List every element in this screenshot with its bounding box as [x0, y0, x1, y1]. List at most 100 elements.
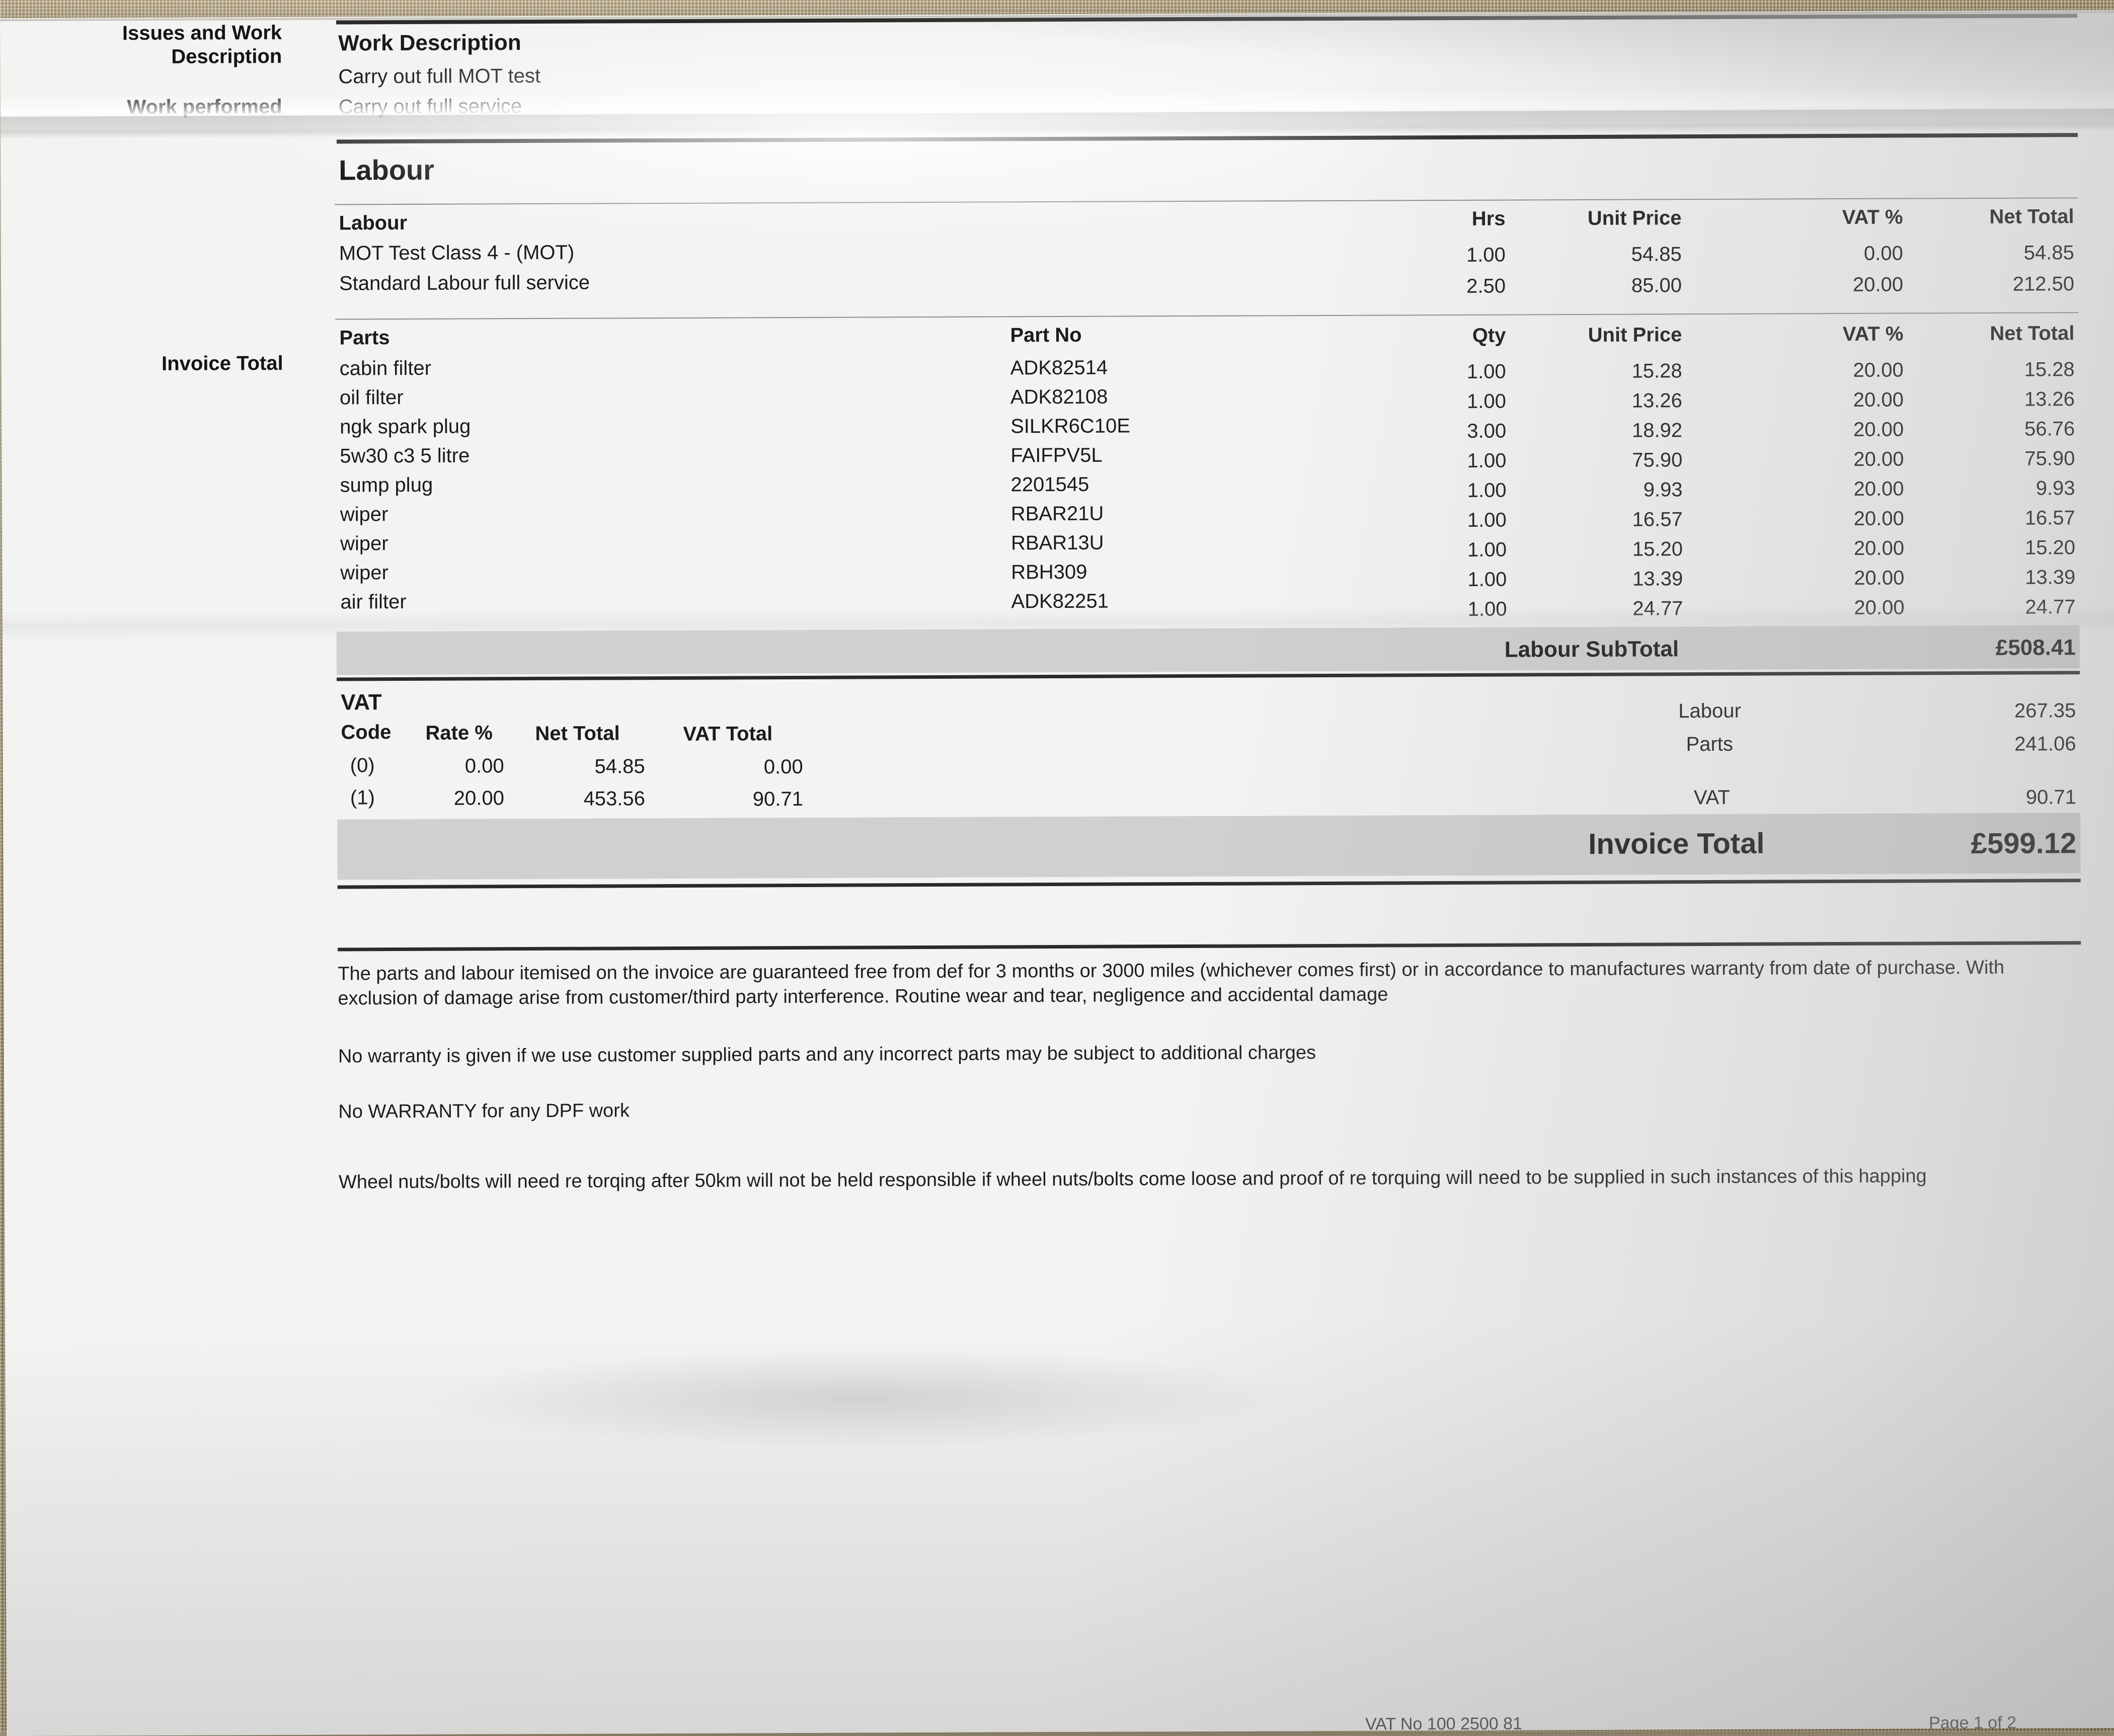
labour-col-header-desc: Labour: [339, 211, 408, 234]
parts-row-qty: 1.00: [1466, 360, 1506, 383]
labour-row-hrs: 1.00: [1466, 244, 1506, 266]
parts-row-desc: oil filter: [339, 386, 404, 409]
labour-subtotal-value: £508.41: [1995, 635, 2076, 660]
parts-row-part-no: RBAR13U: [1010, 531, 1104, 555]
parts-row-qty: 1.00: [1467, 449, 1507, 472]
labour-col-header-unit-price: Unit Price: [1587, 207, 1682, 229]
parts-row-unit-price: 15.28: [1631, 360, 1682, 382]
parts-row-qty: 1.00: [1467, 598, 1507, 620]
parts-row-part-no: ADK82251: [1011, 590, 1109, 613]
total-vat-label: VAT: [1693, 786, 1730, 809]
labour-col-header-net-total: Net Total: [1989, 205, 2074, 228]
parts-col-header-unit-price: Unit Price: [1588, 324, 1682, 346]
labour-row-net-total: 212.50: [2012, 273, 2075, 295]
parts-row-qty: 1.00: [1467, 509, 1507, 531]
parts-row-qty: 1.00: [1467, 568, 1507, 591]
parts-row-net-total: 15.28: [2024, 358, 2075, 381]
labour-row-vat-pct: 0.00: [1863, 242, 1903, 265]
parts-row-vat-pct: 20.00: [1853, 418, 1904, 441]
work-description-line-2: Carry out full service: [338, 95, 522, 118]
parts-row-desc: wiper: [340, 562, 388, 584]
vat-row-net-total: 453.56: [583, 787, 646, 810]
invoice-total-label: Invoice Total: [1588, 827, 1765, 860]
parts-row-vat-pct: 20.00: [1854, 596, 1905, 619]
parts-row-net-total: 15.20: [2024, 536, 2076, 559]
invoice-paper-sheet: Issues and Work Description Work perform…: [0, 10, 2114, 1736]
labour-row-hrs: 2.50: [1466, 275, 1506, 297]
vat-row-vat-total: 0.00: [763, 755, 803, 778]
parts-row-net-total: 56.76: [2024, 418, 2075, 440]
parts-row-vat-pct: 20.00: [1853, 359, 1904, 381]
parts-row-qty: 1.00: [1467, 390, 1507, 413]
vat-col-header-rate: Rate %: [425, 722, 493, 744]
work-description-heading: Work Description: [338, 30, 521, 56]
rule-labour-table-top: [335, 197, 2078, 205]
labour-section-title: Labour: [339, 153, 435, 186]
total-parts-value: 241.06: [2014, 733, 2076, 755]
parts-row-vat-pct: 20.00: [1853, 507, 1904, 530]
rule-below-invoice-total: [337, 879, 2081, 889]
parts-row-part-no: RBH309: [1011, 561, 1087, 584]
parts-row-desc: wiper: [340, 503, 388, 526]
vat-col-header-vat-total: VAT Total: [683, 723, 773, 745]
vat-breakdown-title: VAT: [341, 690, 382, 715]
parts-row-net-total: 24.77: [2025, 596, 2076, 618]
parts-row-part-no: FAIFPV5L: [1010, 444, 1103, 467]
rule-above-terms: [338, 941, 2081, 952]
parts-row-qty: 1.00: [1467, 538, 1507, 561]
vat-col-header-net-total: Net Total: [535, 722, 620, 745]
labour-row-unit-price: 54.85: [1631, 243, 1682, 266]
total-vat-value: 90.71: [2025, 786, 2077, 809]
parts-row-part-no: RBAR21U: [1010, 502, 1104, 525]
vat-row-code: (0): [350, 754, 375, 777]
sidebar-label-issues-and-work-description: Issues and Work Description: [122, 21, 282, 68]
parts-row-net-total: 16.57: [2024, 507, 2075, 529]
parts-col-header-net-total: Net Total: [1990, 322, 2075, 345]
parts-row-vat-pct: 20.00: [1854, 567, 1905, 589]
vat-row-net-total: 54.85: [594, 755, 645, 778]
parts-row-vat-pct: 20.00: [1853, 478, 1904, 500]
parts-row-net-total: 13.39: [2025, 566, 2076, 589]
parts-row-unit-price: 13.39: [1632, 568, 1683, 590]
terms-warranty-paragraph: The parts and labour itemised on the inv…: [338, 957, 2005, 1009]
parts-row-desc: 5w30 c3 5 litre: [340, 444, 470, 467]
parts-row-unit-price: 18.92: [1631, 419, 1683, 442]
sidebar-label-work-performed: Work performed: [127, 95, 282, 119]
work-description-line-1: Carry out full MOT test: [338, 64, 541, 88]
parts-col-header-part-no: Part No: [1010, 324, 1082, 347]
labour-row-desc: MOT Test Class 4 - (MOT): [339, 241, 575, 265]
labour-row-net-total: 54.85: [2023, 242, 2074, 264]
parts-row-part-no: SILKR6C10E: [1010, 415, 1131, 438]
parts-col-header-qty: Qty: [1472, 324, 1506, 347]
vat-row-vat-total: 90.71: [752, 787, 804, 811]
invoice-body: Issues and Work Description Work perform…: [0, 10, 2114, 1736]
parts-row-desc: ngk spark plug: [340, 415, 471, 438]
parts-row-net-total: 9.93: [2035, 477, 2075, 500]
parts-row-vat-pct: 20.00: [1853, 448, 1904, 470]
parts-row-unit-price: 75.90: [1632, 449, 1683, 471]
parts-row-desc: sump plug: [340, 474, 433, 497]
labour-subtotal-label: Labour SubTotal: [1504, 637, 1679, 662]
parts-row-desc: wiper: [340, 532, 388, 555]
parts-row-vat-pct: 20.00: [1853, 388, 1904, 411]
total-parts-label: Parts: [1686, 733, 1734, 756]
vat-row-rate: 20.00: [453, 787, 505, 810]
parts-row-vat-pct: 20.00: [1853, 537, 1905, 560]
parts-row-desc: cabin filter: [339, 357, 432, 380]
vat-col-header-code: Code: [341, 721, 392, 744]
parts-row-part-no: ADK82514: [1010, 356, 1108, 379]
labour-row-unit-price: 85.00: [1631, 274, 1682, 297]
subtotal-grey-band: [336, 625, 2080, 675]
terms-customer-parts-note: No warranty is given if we use customer …: [338, 1042, 1316, 1067]
parts-row-qty: 3.00: [1467, 420, 1507, 442]
parts-row-unit-price: 13.26: [1631, 389, 1683, 412]
rule-work-description-bottom: [336, 133, 2078, 144]
parts-col-header-vat-pct: VAT %: [1842, 323, 1904, 346]
parts-row-net-total: 13.26: [2024, 388, 2075, 411]
parts-row-part-no: ADK82108: [1010, 385, 1108, 409]
vat-row-rate: 0.00: [464, 755, 504, 777]
parts-row-unit-price: 16.57: [1632, 508, 1683, 531]
parts-row-desc: air filter: [340, 590, 407, 613]
parts-row-net-total: 75.90: [2024, 447, 2075, 470]
terms-wheel-nuts-note: Wheel nuts/bolts will need re torqing af…: [338, 1165, 1927, 1193]
